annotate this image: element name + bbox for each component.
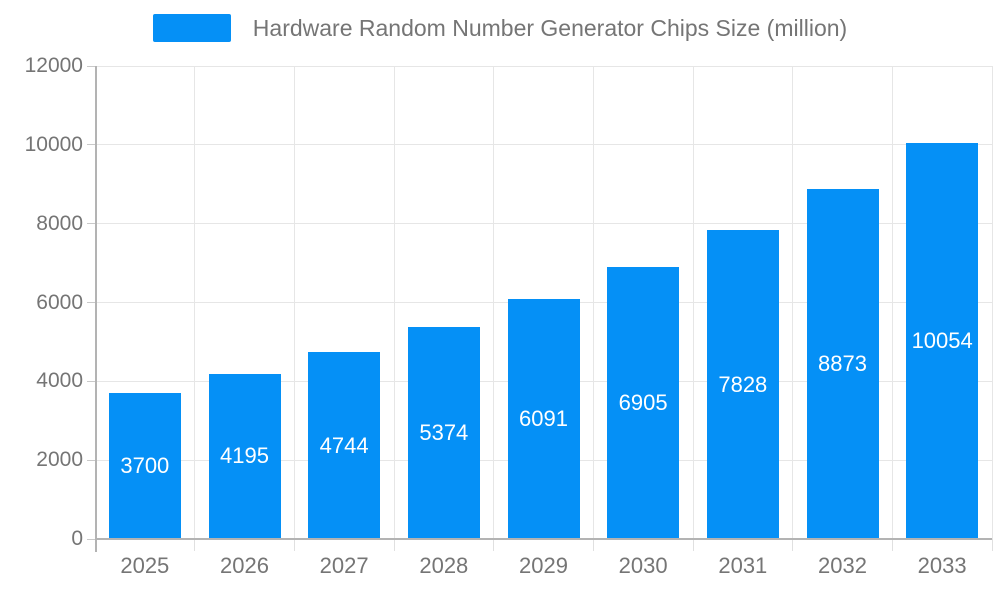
bar-value-label: 10054 [911,327,973,353]
gridline-vertical [393,66,395,539]
gridline-horizontal [95,144,992,146]
x-axis-tick [493,539,495,551]
y-axis-tick [87,459,95,461]
bar-value-label: 4744 [319,432,369,458]
y-tick-label: 4000 [36,369,83,393]
x-axis-tick [891,539,893,551]
gridline-vertical [891,66,893,539]
x-axis-tick [592,539,594,551]
bar-value-label: 7828 [718,371,768,397]
bar-2030: 6905 [607,266,680,539]
bar-2032: 8873 [806,189,879,539]
gridline-horizontal [95,65,992,67]
bar-2033: 10054 [906,142,979,539]
bar-value-label: 4195 [220,443,269,469]
gridline-vertical [293,66,295,539]
x-axis-tick [991,539,993,551]
x-tick-label: 2027 [319,553,369,578]
y-axis-tick [87,302,95,303]
gridline-vertical [792,66,794,539]
bar-value-label: 5374 [419,420,469,446]
legend-swatch-icon [152,14,231,42]
y-axis-tick [87,538,95,540]
y-tick-label: 10000 [24,132,83,156]
x-axis-line [95,538,992,540]
x-tick-label: 2031 [718,553,768,578]
y-axis-tick [87,380,95,382]
bar-value-label: 8873 [818,351,867,377]
y-axis-tick [87,223,95,225]
legend-item[interactable]: Hardware Random Number Generator Chips S… [152,14,848,42]
y-axis-line [95,66,97,552]
y-axis-tick [87,65,95,67]
y-tick-label: 6000 [36,290,83,314]
x-axis-tick [194,539,196,551]
gridline-vertical [194,66,196,539]
x-axis-tick [393,539,395,551]
x-tick-label: 2032 [818,553,867,578]
bar-value-label: 6091 [519,405,568,431]
y-tick-label: 12000 [24,54,83,77]
bar-value-label: 3700 [120,453,170,479]
y-tick-label: 8000 [36,211,83,235]
bar-value-label: 6905 [618,389,668,415]
gridline-horizontal [95,223,992,225]
x-axis-tick [792,539,794,551]
gridline-vertical [991,66,993,539]
x-tick-label: 2026 [220,553,269,578]
x-axis-tick [692,539,694,551]
x-tick-label: 2028 [419,553,469,578]
legend-label: Hardware Random Number Generator Chips S… [252,14,848,41]
y-axis-tick [87,144,95,146]
x-tick-label: 2030 [618,553,668,578]
bar-2031: 7828 [706,230,779,539]
x-tick-label: 2033 [917,553,967,578]
y-tick-label: 2000 [36,448,83,472]
plot-area: 3700 4195 4744 5374 6091 6905 7828 8873 10054 [87,65,993,551]
gridline-vertical [592,66,594,539]
x-axis-tick [293,539,295,551]
bar-2027: 4744 [308,352,381,539]
bar-2029: 6091 [507,298,580,539]
x-tick-label: 2025 [120,553,170,578]
gridline-vertical [692,66,694,539]
bar-2026: 4195 [208,373,281,539]
legend: Hardware Random Number Generator Chips S… [0,14,1000,42]
gridline-vertical [493,66,495,539]
y-tick-label: 0 [71,527,83,550]
x-tick-label: 2029 [519,553,568,578]
bar-2028: 5374 [407,327,480,539]
bar-2025: 3700 [108,393,181,539]
